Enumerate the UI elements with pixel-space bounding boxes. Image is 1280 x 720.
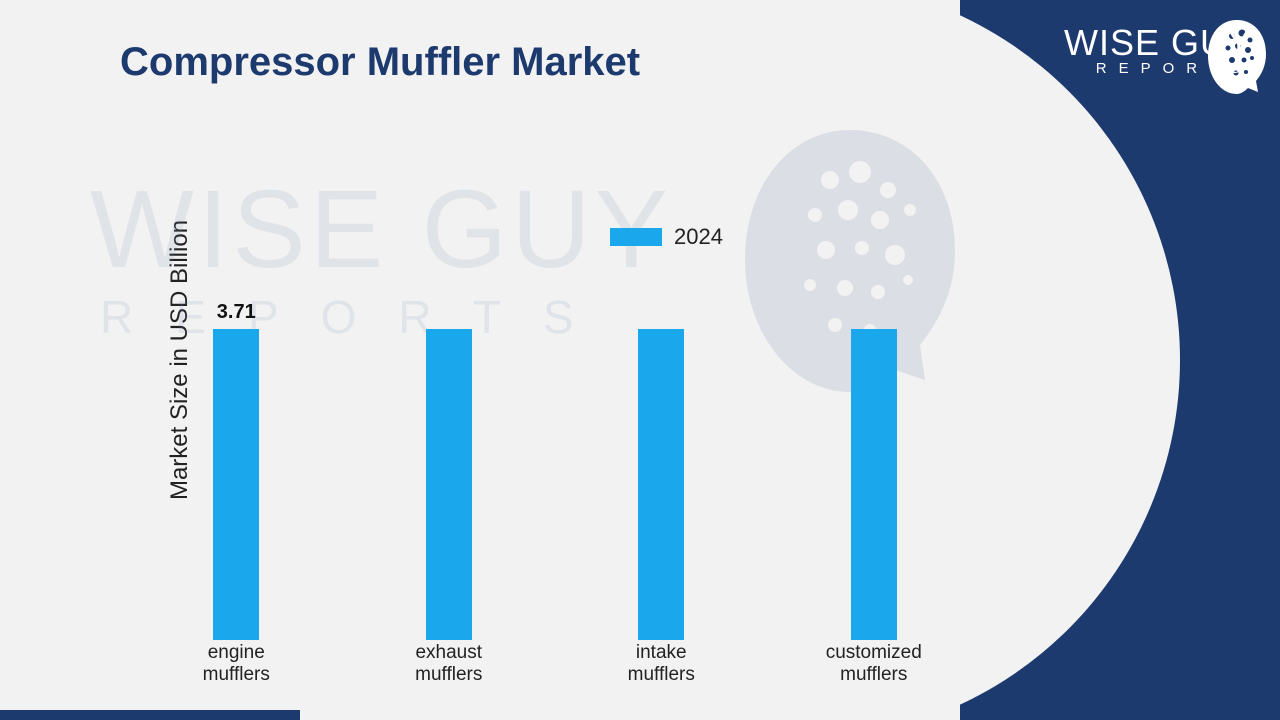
legend-label: 2024 <box>674 224 723 250</box>
bar <box>426 329 472 640</box>
x-axis-label: exhaustmufflers <box>349 642 549 686</box>
brand-logo: WISE GUY REPORTS <box>1064 22 1252 77</box>
x-axis-label: customizedmufflers <box>774 642 974 686</box>
bar <box>213 329 259 640</box>
chart-canvas: WISE GUY REPORTS Compressor Muffler Mark… <box>0 0 1280 720</box>
x-axis-label: enginemufflers <box>136 642 336 686</box>
bar-group: 3.71 <box>136 301 336 640</box>
bar <box>638 329 684 640</box>
side-panel <box>960 0 1280 720</box>
x-axis-labels: enginemufflers exhaustmufflers intakemuffl… <box>130 642 980 686</box>
bar-group <box>561 301 761 640</box>
bar-group <box>349 301 549 640</box>
bar-value-label: 3.71 <box>217 301 256 325</box>
chart-legend: 2024 <box>610 224 723 250</box>
chart-title: Compressor Muffler Market <box>120 40 640 85</box>
legend-swatch <box>610 228 662 246</box>
bar-group <box>774 301 974 640</box>
bar-chart: 3.71 <box>130 260 980 640</box>
brand-name: WISE GUY <box>1064 22 1252 64</box>
bar <box>851 329 897 640</box>
x-axis-label: intakemufflers <box>561 642 761 686</box>
bottom-accent-bar <box>0 710 300 720</box>
